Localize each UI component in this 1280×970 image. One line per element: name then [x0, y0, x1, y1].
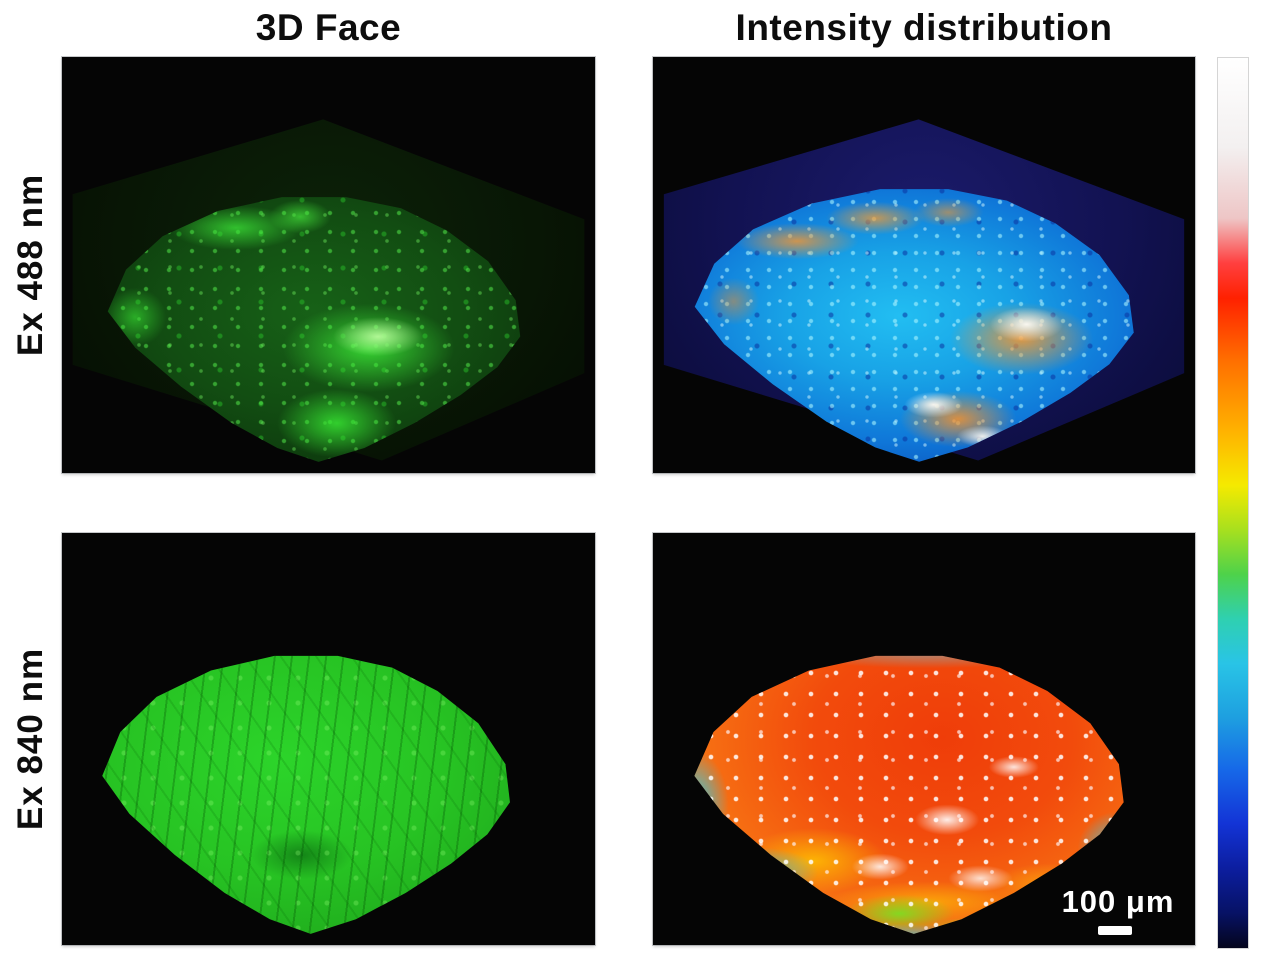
- panel-ex488-intensity-distribution: [653, 57, 1195, 473]
- specimen-dome-bright-green: [102, 655, 510, 934]
- row-label-ex-488-nm-text: Ex 488 nm: [11, 173, 50, 357]
- row-label-ex-488-nm: Ex 488 nm: [0, 57, 62, 473]
- scale-bar-group: 100 μm: [1048, 886, 1188, 941]
- column-header-3d-face: 3D Face: [255, 7, 402, 48]
- panel-ex840-3d-face: [62, 533, 595, 945]
- column-header-intensity-distribution: Intensity distribution: [735, 7, 1113, 48]
- intensity-colorbar: [1218, 58, 1248, 948]
- panel-ex488-3d-face: [62, 57, 595, 473]
- scale-bar-line: [1098, 926, 1132, 935]
- scale-bar-label: 100 μm: [1061, 884, 1175, 919]
- row-label-ex-840-nm: Ex 840 nm: [0, 533, 62, 945]
- panel-ex840-intensity-distribution: 100 μm: [653, 533, 1195, 945]
- row-label-ex-840-nm-text: Ex 840 nm: [11, 647, 50, 831]
